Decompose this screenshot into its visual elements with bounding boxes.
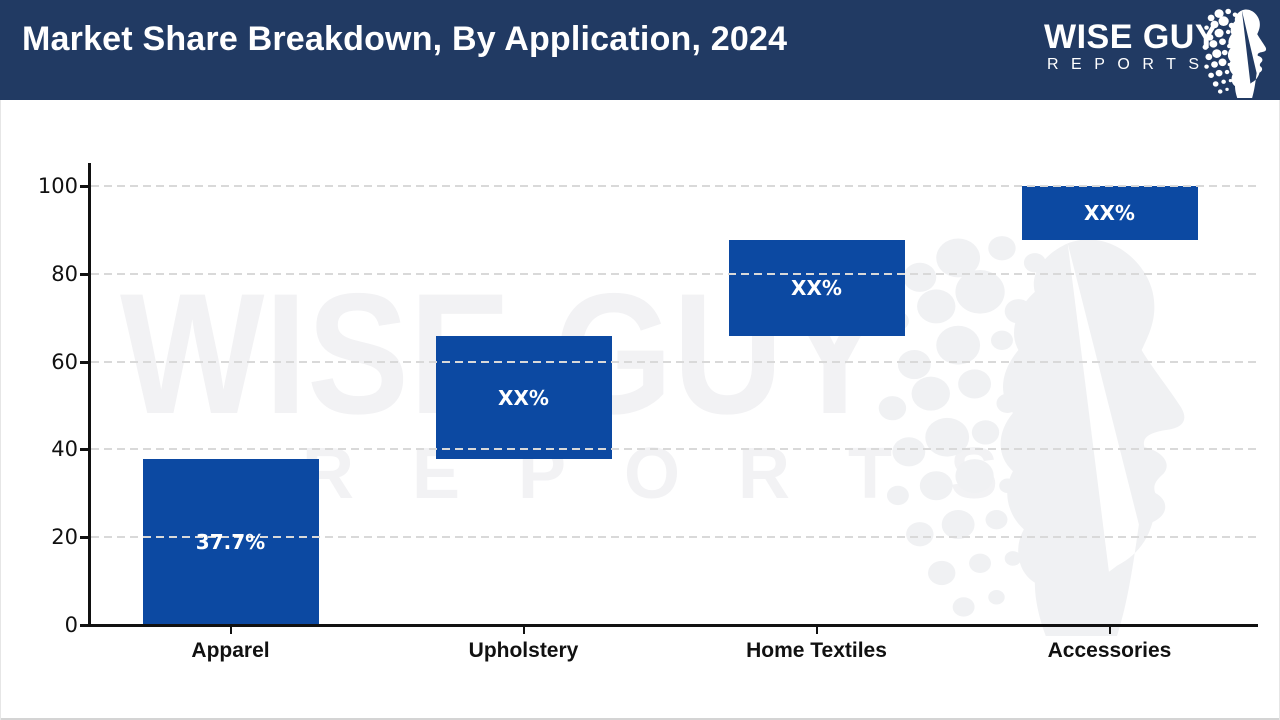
bar-value-label-accessories: XX%	[1084, 200, 1135, 225]
gridline-20	[91, 536, 1258, 539]
logo-face-icon	[1202, 8, 1267, 98]
y-axis-tick-60	[80, 360, 88, 364]
y-axis-tick-100	[80, 185, 88, 188]
y-axis-tick-label-0: 0	[64, 613, 78, 637]
x-axis-tick-upholstery	[522, 627, 525, 634]
y-axis-tick-label-60: 60	[51, 349, 78, 374]
bar-accessories	[1021, 186, 1198, 240]
x-axis-category-label-apparel: Apparel	[191, 639, 270, 662]
bar-upholstery	[435, 336, 612, 460]
bar-value-label-upholstery: XX%	[498, 385, 549, 410]
header-banner: Market Share Breakdown, By Application, …	[0, 0, 1280, 100]
y-axis-spine	[88, 163, 91, 627]
x-axis-tick-accessories	[1108, 627, 1111, 634]
y-axis-tick-40	[80, 448, 88, 452]
logo-wordmark: WISE GUY REPORTS	[1044, 18, 1219, 73]
x-axis-tick-apparel	[229, 627, 232, 634]
y-axis-tick-label-40: 40	[51, 437, 78, 462]
y-axis-tick-20	[80, 536, 88, 540]
gridline-60	[91, 360, 1258, 363]
logo-wordmark-line2: REPORTS	[1047, 56, 1212, 73]
y-axis-tick-label-80: 80	[51, 261, 78, 286]
page-bottom-border	[0, 718, 1280, 720]
watermark-face-icon	[878, 236, 1185, 636]
gridline-100	[91, 185, 1258, 187]
bar-value-label-apparel: 37.7%	[195, 530, 266, 555]
y-axis-tick-label-20: 20	[51, 525, 78, 550]
x-axis-category-label-upholstery: Upholstery	[468, 639, 579, 662]
y-axis-tick-0	[80, 624, 88, 627]
bar-apparel	[142, 459, 319, 625]
bar-home-textiles	[728, 239, 905, 337]
y-axis-tick-80	[80, 272, 88, 276]
logo-wordmark-line1: WISE GUY	[1044, 18, 1219, 56]
y-axis-tick-label-100: 100	[37, 174, 78, 198]
bar-value-label-home-textiles: XX%	[791, 276, 842, 301]
page-title: Market Share Breakdown, By Application, …	[22, 20, 788, 58]
x-axis-category-label-home-textiles: Home Textiles	[746, 639, 887, 662]
page-left-border	[0, 100, 1, 720]
x-axis-spine	[88, 624, 1258, 627]
gridline-80	[91, 272, 1258, 275]
x-axis-tick-home-textiles	[815, 627, 818, 634]
x-axis-category-label-accessories: Accessories	[1047, 639, 1172, 662]
gridline-40	[91, 448, 1258, 451]
